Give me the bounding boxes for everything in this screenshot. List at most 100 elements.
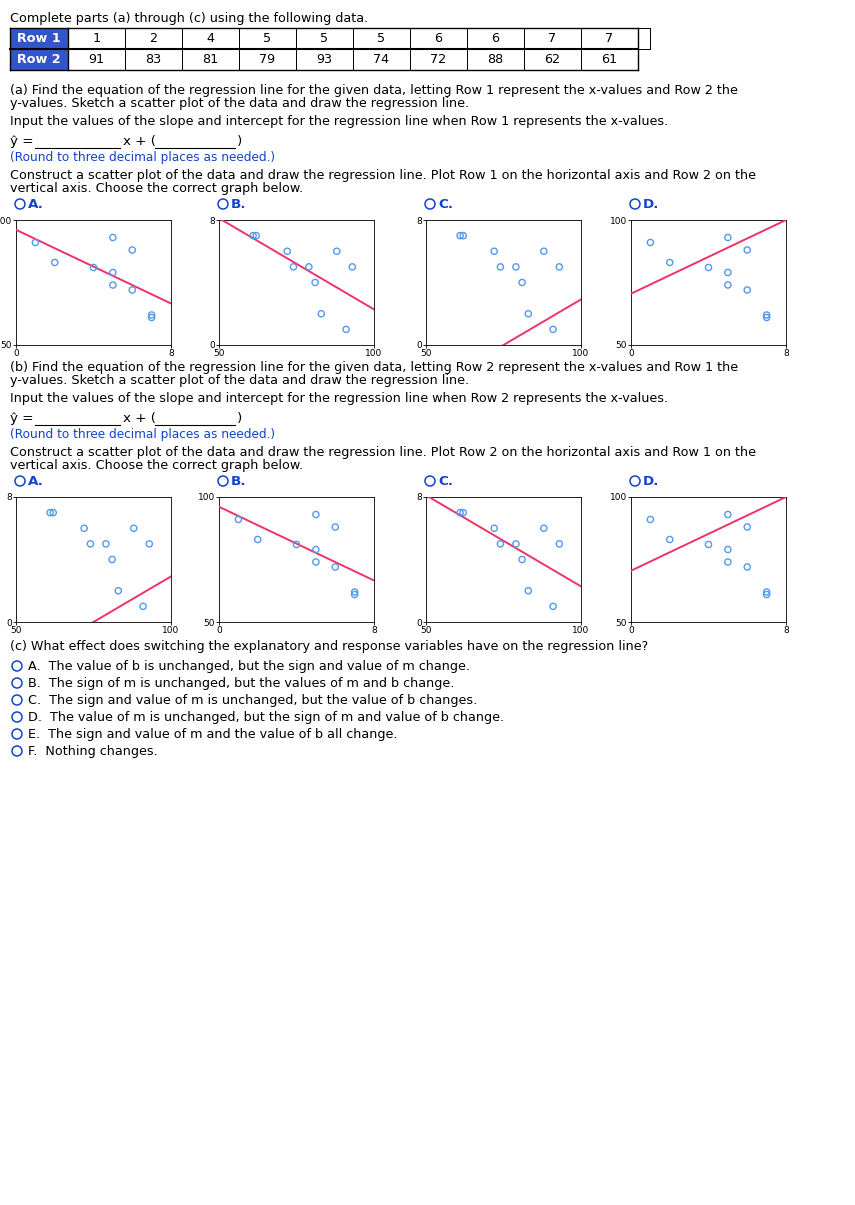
Point xyxy=(111,581,125,600)
Text: (a) Find the equation of the regression line for the given data, letting Row 1 r: (a) Find the equation of the regression … xyxy=(10,84,738,96)
Point xyxy=(721,228,734,247)
Point xyxy=(487,518,501,537)
Text: A.: A. xyxy=(28,475,44,488)
Point xyxy=(522,581,535,600)
Text: B.  The sign of m is unchanged, but the values of m and b change.: B. The sign of m is unchanged, but the v… xyxy=(28,677,454,690)
Point xyxy=(546,596,560,616)
Point xyxy=(309,505,322,524)
Point xyxy=(328,517,342,536)
Point xyxy=(740,281,754,300)
Point xyxy=(309,540,322,559)
Text: 83: 83 xyxy=(145,53,162,66)
Point xyxy=(348,582,362,601)
Point xyxy=(106,228,120,247)
Point xyxy=(106,276,120,295)
Text: (Round to three decimal places as needed.): (Round to three decimal places as needed… xyxy=(10,151,275,164)
Bar xyxy=(10,49,68,70)
Text: 5: 5 xyxy=(263,33,272,45)
Text: E.  The sign and value of m and the value of b all change.: E. The sign and value of m and the value… xyxy=(28,728,398,741)
Text: 93: 93 xyxy=(316,53,333,66)
Point xyxy=(453,227,467,246)
Text: Complete parts (a) through (c) using the following data.: Complete parts (a) through (c) using the… xyxy=(10,12,369,25)
Point xyxy=(106,263,120,282)
Point xyxy=(46,502,60,522)
Point xyxy=(348,584,362,604)
Point xyxy=(345,257,359,276)
Text: 2: 2 xyxy=(150,33,157,45)
Point xyxy=(457,227,470,246)
Point xyxy=(516,272,529,292)
Text: ): ) xyxy=(237,135,242,148)
Point xyxy=(302,257,315,276)
Point xyxy=(740,517,754,536)
Point xyxy=(509,257,522,276)
Point xyxy=(644,510,657,529)
Point xyxy=(760,584,774,604)
Text: Row 2: Row 2 xyxy=(17,53,61,66)
Text: D.  The value of m is unchanged, but the sign of m and value of b change.: D. The value of m is unchanged, but the … xyxy=(28,711,504,724)
Point xyxy=(760,307,774,327)
Text: 61: 61 xyxy=(601,53,617,66)
Text: y-values. Sketch a scatter plot of the data and draw the regression line.: y-values. Sketch a scatter plot of the d… xyxy=(10,374,469,387)
Point xyxy=(328,558,342,577)
Text: 88: 88 xyxy=(487,53,504,66)
Point xyxy=(760,582,774,601)
Point xyxy=(232,510,245,529)
Text: 5: 5 xyxy=(377,33,386,45)
Point xyxy=(493,257,507,276)
Point xyxy=(663,253,676,272)
Point xyxy=(315,304,328,323)
Point xyxy=(740,240,754,259)
Point xyxy=(84,534,97,553)
Point xyxy=(522,304,535,323)
Text: (Round to three decimal places as needed.): (Round to three decimal places as needed… xyxy=(10,428,275,441)
Point xyxy=(509,534,522,553)
Text: 72: 72 xyxy=(430,53,446,66)
Text: 74: 74 xyxy=(374,53,390,66)
Point xyxy=(136,596,150,616)
Text: B.: B. xyxy=(231,475,246,488)
Point xyxy=(143,534,156,553)
Point xyxy=(760,305,774,324)
Point xyxy=(644,233,657,252)
Point xyxy=(721,263,734,282)
Point xyxy=(309,272,322,292)
Text: F.  Nothing changes.: F. Nothing changes. xyxy=(28,745,158,758)
Point xyxy=(702,258,716,277)
Text: 81: 81 xyxy=(203,53,219,66)
Text: Construct a scatter plot of the data and draw the regression line. Plot Row 1 on: Construct a scatter plot of the data and… xyxy=(10,169,756,182)
Point xyxy=(487,242,501,261)
Text: vertical axis. Choose the correct graph below.: vertical axis. Choose the correct graph … xyxy=(10,459,304,472)
Text: A.: A. xyxy=(28,198,44,211)
Text: Construct a scatter plot of the data and draw the regression line. Plot Row 2 on: Construct a scatter plot of the data and… xyxy=(10,446,756,459)
Bar xyxy=(10,28,68,49)
Text: C.  The sign and value of m is unchanged, but the value of b changes.: C. The sign and value of m is unchanged,… xyxy=(28,694,477,707)
Point xyxy=(48,253,62,272)
Point xyxy=(86,258,100,277)
Point xyxy=(290,535,304,554)
Text: 79: 79 xyxy=(259,53,275,66)
Text: ): ) xyxy=(237,412,242,425)
Text: D.: D. xyxy=(643,475,659,488)
Point xyxy=(126,240,139,259)
Text: 6: 6 xyxy=(434,33,443,45)
Point xyxy=(250,227,263,246)
Point xyxy=(339,319,353,339)
Text: 5: 5 xyxy=(321,33,328,45)
Point xyxy=(99,534,113,553)
Text: Row 1: Row 1 xyxy=(17,33,61,45)
Point xyxy=(537,518,551,537)
Text: 62: 62 xyxy=(545,53,561,66)
Point xyxy=(144,305,158,324)
Point xyxy=(537,242,551,261)
Point xyxy=(721,552,734,571)
Point xyxy=(280,242,294,261)
Text: x + (: x + ( xyxy=(123,135,156,148)
Text: C.: C. xyxy=(438,475,453,488)
Point xyxy=(457,502,470,522)
Text: D.: D. xyxy=(643,198,659,211)
Point xyxy=(721,276,734,295)
Text: Input the values of the slope and intercept for the regression line when Row 1 r: Input the values of the slope and interc… xyxy=(10,114,669,128)
Point xyxy=(309,552,322,571)
Point xyxy=(105,549,119,569)
